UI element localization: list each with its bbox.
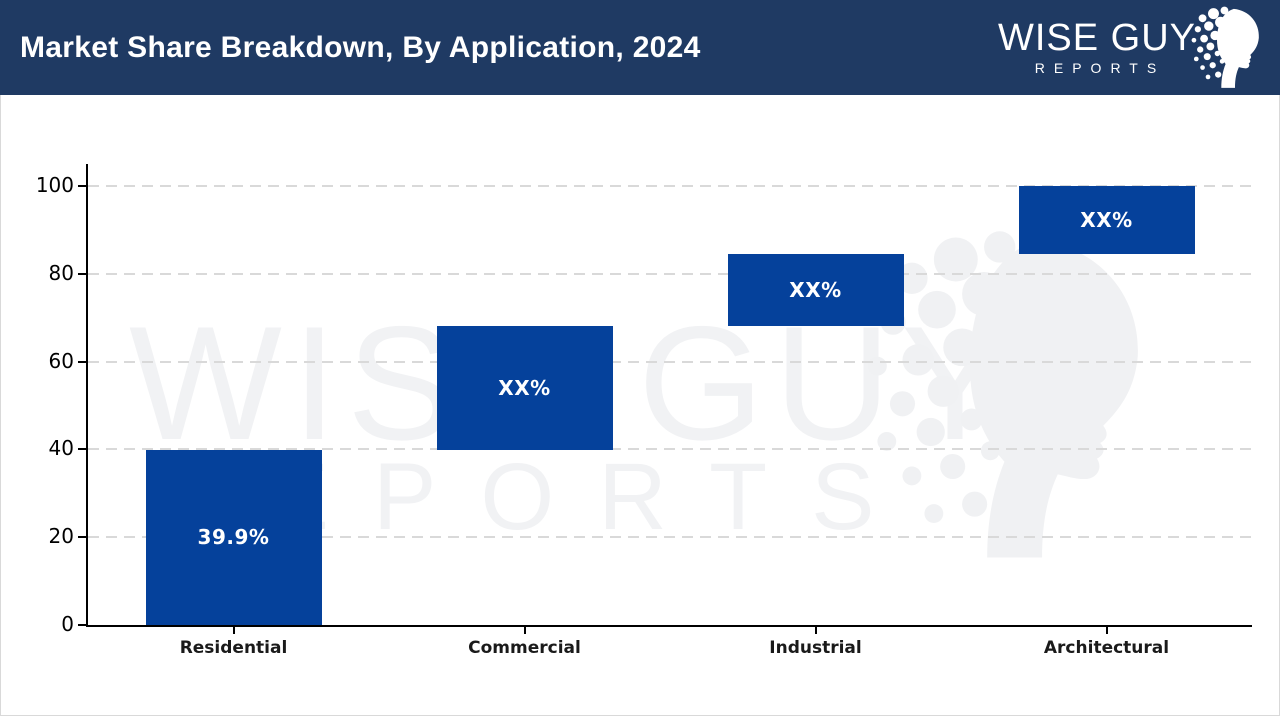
y-axis-line xyxy=(86,164,88,627)
bar-industrial: XX% xyxy=(727,254,904,326)
x-category-label: Industrial xyxy=(769,638,862,658)
y-tick-label: 40 xyxy=(48,436,74,461)
x-tick-mark xyxy=(1105,627,1108,634)
bar-commercial: XX% xyxy=(436,325,613,450)
bar-value-label: XX% xyxy=(1080,208,1133,233)
y-tick-mark xyxy=(78,536,86,539)
x-category-label: Residential xyxy=(179,638,288,658)
logo-wordmark-main: WISE GUY xyxy=(997,17,1196,59)
logo-wordmark-sub: REPORTS xyxy=(1034,60,1166,76)
gridline xyxy=(88,448,1252,451)
y-tick-mark xyxy=(78,272,86,275)
y-tick-label: 100 xyxy=(35,173,74,197)
x-category-label: Architectural xyxy=(1043,638,1170,658)
y-tick-mark xyxy=(78,448,86,451)
y-tick-mark xyxy=(78,360,86,363)
x-tick-mark xyxy=(814,627,817,634)
logo-wordmark: WISE GUY REPORTS xyxy=(998,19,1196,76)
bar-value-label: XX% xyxy=(498,375,551,400)
wiseguy-logo: WISE GUY REPORTS xyxy=(998,5,1280,91)
x-tick-mark xyxy=(523,627,526,634)
x-axis-line xyxy=(86,625,1252,627)
y-tick-mark xyxy=(78,624,86,626)
bar-value-label: XX% xyxy=(789,277,842,302)
header-band: Market Share Breakdown, By Application, … xyxy=(0,0,1280,95)
x-tick-mark xyxy=(232,627,235,634)
gridline xyxy=(88,272,1252,275)
y-tick-label: 20 xyxy=(48,524,74,549)
y-tick-label: 60 xyxy=(48,348,74,373)
gridline xyxy=(88,360,1252,363)
gridline xyxy=(88,536,1252,539)
y-tick-mark xyxy=(78,185,86,187)
y-tick-label: 80 xyxy=(48,260,74,285)
x-category-label: Commercial xyxy=(468,638,581,658)
gridline xyxy=(88,185,1252,187)
page-title: Market Share Breakdown, By Application, … xyxy=(20,30,701,64)
bar-residential: 39.9% xyxy=(145,449,322,625)
y-tick-label: 0 xyxy=(61,612,74,636)
bar-value-label: 39.9% xyxy=(197,525,270,550)
bar-architectural: XX% xyxy=(1018,186,1195,255)
